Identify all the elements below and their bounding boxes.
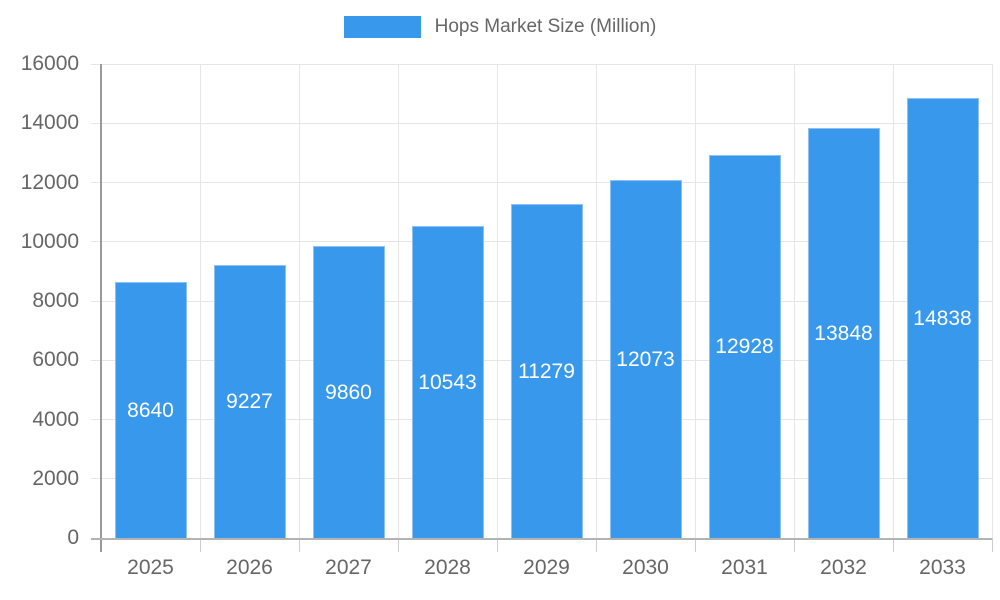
x-axis-line <box>91 538 992 540</box>
gridline-x <box>199 64 201 538</box>
y-tick-label: 6000 <box>32 348 80 372</box>
bar[interactable]: 11279 <box>510 204 583 538</box>
gridline-x <box>397 64 399 538</box>
bar[interactable]: 12928 <box>708 155 781 538</box>
y-tick-label: 12000 <box>20 170 80 194</box>
gridline-x <box>595 64 597 538</box>
chart-legend: Hops Market Size (Million) <box>0 16 1000 38</box>
bar-value-label: 12073 <box>616 347 675 371</box>
x-axis-tick <box>298 538 300 552</box>
gridline-x <box>496 64 498 538</box>
legend-label: Hops Market Size (Million) <box>434 16 657 37</box>
y-tick-label: 16000 <box>20 52 80 75</box>
gridline-x <box>892 64 894 538</box>
x-axis-tick <box>595 538 597 552</box>
bar[interactable]: 8640 <box>114 282 187 538</box>
x-tick-label: 2028 <box>424 556 471 579</box>
x-tick-label: 2031 <box>721 556 768 579</box>
gridline-y <box>91 122 992 124</box>
x-tick-label: 2033 <box>919 556 966 579</box>
bar-value-label: 14838 <box>913 306 972 330</box>
y-tick-label: 4000 <box>32 407 80 431</box>
y-tick-label: 8000 <box>32 289 80 312</box>
bar-value-label: 8640 <box>127 398 174 422</box>
bar-value-label: 11279 <box>518 359 575 383</box>
bar-value-label: 12928 <box>715 335 774 358</box>
x-axis-tick <box>694 538 696 552</box>
bar[interactable]: 10543 <box>411 226 484 538</box>
gridline-x <box>793 64 795 538</box>
y-tick-label: 14000 <box>20 111 80 135</box>
x-axis-tick <box>199 538 201 552</box>
x-axis-tick <box>793 538 795 552</box>
legend-swatch <box>343 16 421 38</box>
x-axis-tick <box>991 538 993 552</box>
bar-value-label: 9227 <box>226 390 273 413</box>
bar[interactable]: 9227 <box>213 265 286 538</box>
x-tick-label: 2030 <box>622 556 669 579</box>
y-tick-label: 10000 <box>20 229 80 253</box>
y-axis-line <box>100 64 102 552</box>
gridline-x <box>991 64 993 538</box>
gridline-x <box>298 64 300 538</box>
bar[interactable]: 9860 <box>312 246 385 538</box>
x-tick-label: 2032 <box>820 556 867 579</box>
x-axis-tick <box>397 538 399 552</box>
y-tick-label: 0 <box>67 526 80 549</box>
x-tick-label: 2029 <box>523 556 570 579</box>
gridline-y <box>91 63 992 65</box>
x-tick-label: 2027 <box>325 556 372 579</box>
legend-item[interactable]: Hops Market Size (Million) <box>343 16 657 38</box>
gridline-x <box>694 64 696 538</box>
bar[interactable]: 12073 <box>609 180 682 538</box>
plot-area: 0 2000 4000 6000 8000 10000 12000 14000 16000 864… <box>21 52 993 579</box>
y-tick-label: 2000 <box>32 466 80 490</box>
bar-value-label: 13848 <box>814 321 873 345</box>
x-tick-label: 2026 <box>226 556 273 579</box>
x-axis-tick <box>892 538 894 552</box>
x-tick-label: 2025 <box>127 556 174 579</box>
bar-value-label: 9860 <box>325 380 372 404</box>
bar-value-label: 10543 <box>418 370 477 394</box>
gridline-y <box>91 182 992 183</box>
bar[interactable]: 13848 <box>807 128 880 538</box>
x-axis-tick <box>496 538 498 552</box>
bar[interactable]: 14838 <box>906 98 979 538</box>
